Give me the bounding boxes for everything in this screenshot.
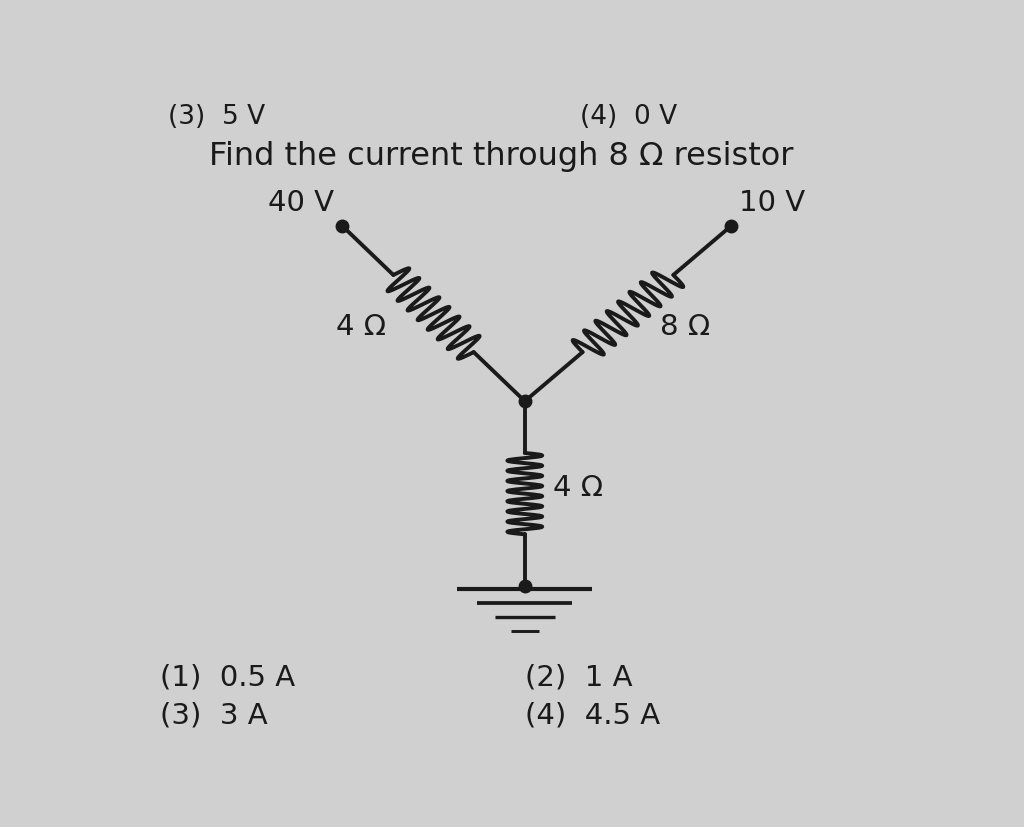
Text: 10 V: 10 V [739, 189, 805, 217]
Text: (3)  3 A: (3) 3 A [160, 701, 267, 729]
Text: (4)  4.5 A: (4) 4.5 A [524, 701, 659, 729]
Text: (1)  0.5 A: (1) 0.5 A [160, 662, 295, 691]
Text: Find the current through 8 Ω resistor: Find the current through 8 Ω resistor [209, 141, 794, 171]
Text: 4 Ω: 4 Ω [553, 474, 602, 502]
Text: 8 Ω: 8 Ω [659, 313, 710, 341]
Text: (4)  0 V: (4) 0 V [581, 104, 678, 131]
Text: 4 Ω: 4 Ω [336, 313, 386, 341]
Text: (2)  1 A: (2) 1 A [524, 662, 632, 691]
Text: 40 V: 40 V [268, 189, 334, 217]
Text: (3)  5 V: (3) 5 V [168, 104, 265, 131]
